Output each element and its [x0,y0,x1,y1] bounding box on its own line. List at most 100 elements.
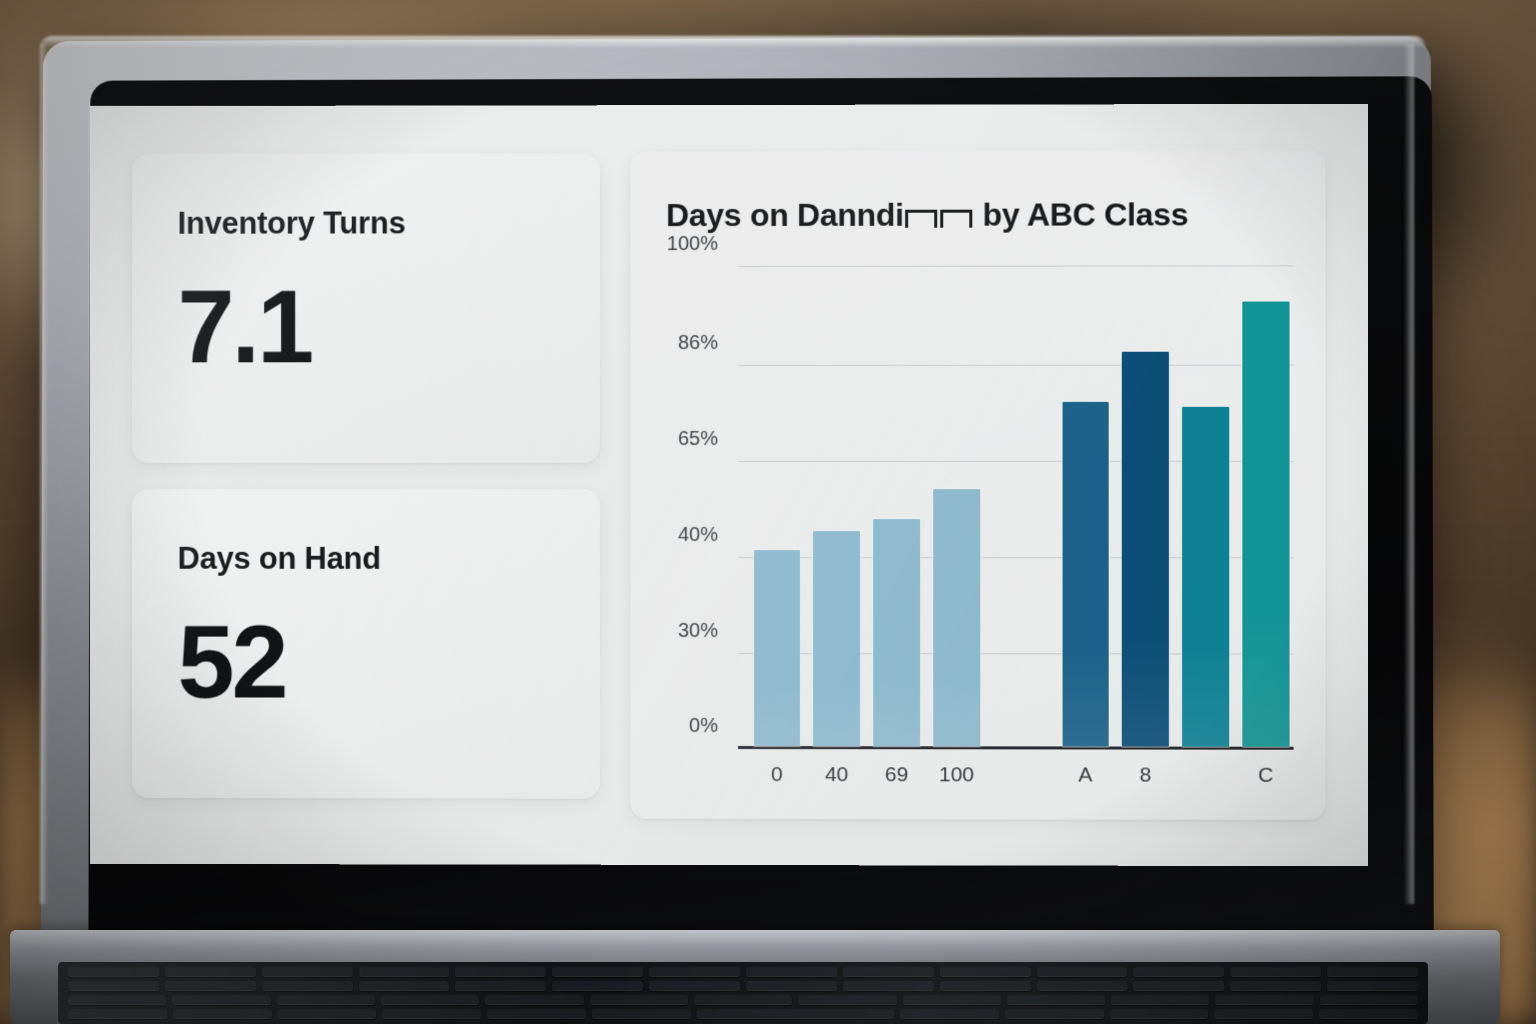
chart-gridline [737,265,1294,267]
keyboard-key[interactable] [358,967,450,977]
x-axis-tick-label: A [1078,763,1093,787]
keyboard-key[interactable] [276,995,375,1005]
x-axis-tick-label: 40 [824,763,849,787]
keyboard-key[interactable] [1036,981,1128,991]
keyboard-key[interactable] [1036,967,1128,977]
keyboard-key[interactable] [68,981,159,991]
kpi-label-inventory-turns: Inventory Turns [177,205,406,241]
keyboard-key[interactable] [382,1009,482,1019]
chart-bar[interactable] [1182,406,1229,747]
chart-title-suffix: by ABC Class [982,196,1189,233]
chart-bar[interactable] [1062,402,1109,747]
keyboard-key[interactable] [552,967,644,977]
keyboard-key[interactable] [261,967,353,977]
keyboard-key[interactable] [172,1009,272,1019]
x-axis-tick-label: 0 [770,763,783,787]
keyboard-key[interactable] [1133,981,1225,991]
keyboard-key[interactable] [842,967,934,977]
keyboard-key[interactable] [261,981,353,991]
keyboard-key[interactable] [1004,1009,1104,1019]
chart-plot-area: 0% 30% 40% 65% 86% 100% 0 40 69 100 A 8 C [666,233,1294,787]
chart-bar[interactable] [753,549,801,747]
chart-title: Days on Danndi by ABC Class [666,196,1286,234]
keyboard-key[interactable] [696,1009,895,1019]
keyboard-key[interactable] [1319,995,1419,1005]
chart-bar[interactable] [873,519,920,747]
keyboard-key[interactable] [900,1009,999,1019]
x-axis-tick-label: 8 [1139,763,1152,787]
keyboard-key[interactable] [487,1009,586,1019]
y-axis-tick-label: 40% [677,523,719,546]
keyboard-key[interactable] [455,981,547,991]
x-axis-labels: 0 40 69 100 A 8 C [738,763,1294,804]
lid-edge-highlight-top [40,36,1426,48]
keyboard-key[interactable] [1327,981,1419,991]
keyboard-key[interactable] [649,981,741,991]
keyboard-key[interactable] [746,967,837,977]
keyboard-key[interactable] [1214,1009,1314,1019]
title-glyph-artifact-2 [939,209,972,228]
keyboard-key[interactable] [172,995,271,1005]
keyboard-key[interactable] [746,981,837,991]
y-axis-tick-label: 30% [677,619,719,642]
chart-grid-area [737,265,1294,750]
dashboard: Inventory Turns 7.1 Days on Hand 52 Days… [90,104,1368,866]
x-axis-tick-label: 100 [938,763,975,787]
kpi-value-inventory-turns: 7.1 [177,269,312,385]
kpi-value-days-on-hand: 52 [177,604,286,720]
keyboard-key[interactable] [1006,995,1106,1005]
x-axis-tick-label: 69 [884,763,909,787]
x-axis-tick-label: C [1258,763,1274,787]
keyboard-key[interactable] [68,967,159,977]
keyboard-key[interactable] [1109,1009,1209,1019]
chart-bar[interactable] [933,488,980,747]
keyboard-key[interactable] [68,1009,167,1019]
keyboard-key[interactable] [1133,967,1225,977]
chart-bar[interactable] [1122,351,1169,747]
chart-bar[interactable] [1242,301,1290,747]
keyboard-key[interactable] [380,995,480,1005]
keyboard-key[interactable] [842,981,934,991]
kpi-label-days-on-hand: Days on Hand [177,540,381,576]
chart-card[interactable]: Days on Danndi by ABC Class 0% 30% 40% 65% 8… [630,149,1326,821]
keyboard-key[interactable] [649,967,741,977]
keyboard-row [68,995,1419,1005]
chart-bar[interactable] [813,530,860,747]
keyboard-key[interactable] [798,995,897,1005]
lid-edge-highlight-right [1404,44,1414,904]
keyboard-key[interactable] [277,1009,377,1019]
keyboard-key[interactable] [591,1009,691,1019]
keyboard-key[interactable] [939,967,1031,977]
keyboard-key[interactable] [1319,1009,1418,1019]
keyboard-key[interactable] [1215,995,1314,1005]
keyboard-key[interactable] [1230,981,1322,991]
keyboard-key[interactable] [485,995,584,1005]
keyboard-key[interactable] [1327,967,1419,977]
keyboard-key[interactable] [589,995,688,1005]
keyboard-key[interactable] [358,981,450,991]
keyboard-row [68,1009,1418,1019]
title-glyph-artifact-1 [904,209,937,228]
y-axis-tick-label: 65% [677,427,719,450]
y-axis-tick-label: 100% [666,232,719,255]
chart-title-garbled: nndi [837,196,904,233]
laptop-screen: Inventory Turns 7.1 Days on Hand 52 Days… [90,103,1369,867]
kpi-card-inventory-turns[interactable]: Inventory Turns 7.1 [131,153,601,464]
keyboard-key[interactable] [455,967,547,977]
keyboard-key[interactable] [693,995,793,1005]
y-axis-tick-label: 86% [677,331,719,354]
kpi-column: Inventory Turns 7.1 Days on Hand 52 [131,151,601,819]
keyboard-key[interactable] [1111,995,1210,1005]
keyboard-key[interactable] [164,981,256,991]
keyboard[interactable] [58,962,1428,1024]
keyboard-key[interactable] [552,981,644,991]
keyboard-key[interactable] [1230,967,1322,977]
keyboard-key[interactable] [902,995,1001,1005]
lid-edge-highlight-left [40,44,48,904]
keyboard-key[interactable] [939,981,1031,991]
keyboard-key[interactable] [68,995,167,1005]
kpi-card-days-on-hand[interactable]: Days on Hand 52 [131,488,601,799]
keyboard-key[interactable] [164,967,256,977]
